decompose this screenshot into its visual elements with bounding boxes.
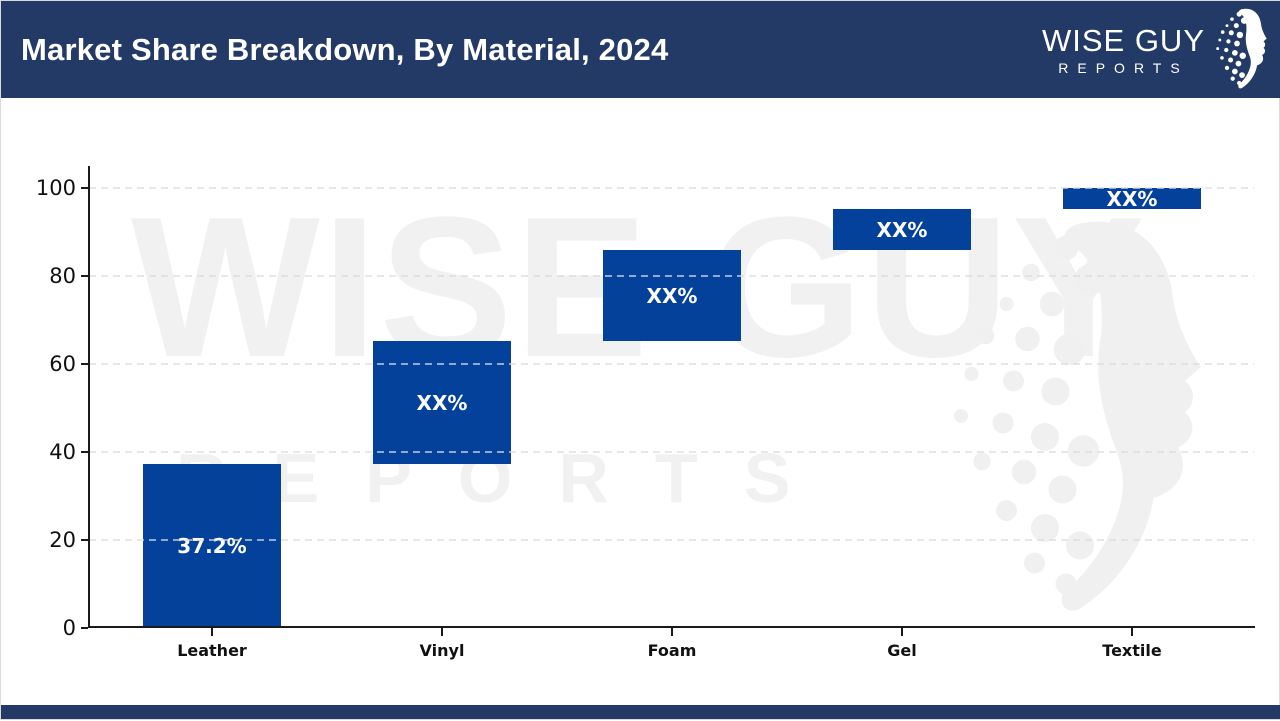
x-category-label: Foam [647,641,697,660]
y-tick-mark [81,627,88,629]
bar-value-label: XX% [416,390,468,415]
logo-wiseguy-text: WISE GUY [1041,23,1205,58]
bar-foam: XX% [603,250,741,342]
x-tick-mark [441,628,443,636]
bar-value-label: XX% [646,283,698,308]
y-tick-mark [81,187,88,189]
bar-value-label: XX% [876,217,928,242]
bar-value-label: XX% [1106,186,1158,211]
bar-textile: XX% [1063,186,1201,211]
x-category-label: Textile [1102,641,1162,660]
logo-head-icon [1216,8,1267,88]
header: Market Share Breakdown, By Material, 202… [1,1,1280,98]
bar-vinyl: XX% [373,341,511,465]
y-tick-label: 80 [49,264,76,288]
y-tick-mark [81,275,88,277]
x-tick-mark [901,628,903,636]
x-tick-mark [1131,628,1133,636]
y-axis-line [88,166,90,628]
x-category-label: Leather [177,641,247,660]
y-tick-label: 100 [35,176,76,200]
x-tick-mark [211,628,213,636]
logo-reports-text: REPORTS [1058,60,1189,76]
x-axis-line [88,626,1255,628]
y-tick-label: 60 [49,352,76,376]
y-tick-label: 40 [49,440,76,464]
wise-guy-logo: WISE GUY REPORTS [1031,1,1271,98]
x-category-label: Gel [887,641,917,660]
bar-leather: 37.2% [143,464,281,628]
y-tick-label: 20 [49,528,76,552]
watermark-head-icon [954,221,1201,611]
y-tick-mark [81,539,88,541]
bar-value-label: 37.2% [177,534,247,559]
x-category-label: Vinyl [419,641,465,660]
y-tick-label: 0 [62,616,76,640]
logo-text: WISE GUY REPORTS [1042,23,1205,76]
y-tick-mark [81,451,88,453]
page-title: Market Share Breakdown, By Material, 202… [21,31,669,67]
footer-bar [1,705,1280,719]
y-tick-mark [81,363,88,365]
bar-gel: XX% [833,209,971,251]
x-tick-mark [671,628,673,636]
